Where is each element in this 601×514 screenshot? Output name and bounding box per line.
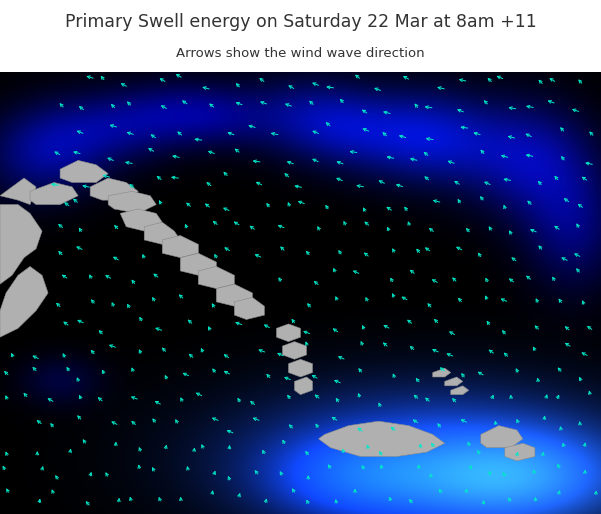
Polygon shape xyxy=(276,324,300,342)
Polygon shape xyxy=(108,191,156,213)
Polygon shape xyxy=(234,298,264,320)
Polygon shape xyxy=(481,426,523,448)
Polygon shape xyxy=(445,377,463,386)
Polygon shape xyxy=(288,359,313,377)
Polygon shape xyxy=(60,160,108,182)
Polygon shape xyxy=(282,342,307,359)
Polygon shape xyxy=(294,377,313,395)
Polygon shape xyxy=(433,368,451,377)
Polygon shape xyxy=(180,253,216,276)
Text: Arrows show the wind wave direction: Arrows show the wind wave direction xyxy=(176,47,425,61)
Polygon shape xyxy=(319,421,445,456)
Polygon shape xyxy=(0,205,42,284)
Polygon shape xyxy=(0,178,36,205)
Polygon shape xyxy=(162,235,198,258)
Polygon shape xyxy=(90,178,138,200)
Polygon shape xyxy=(144,222,180,244)
Polygon shape xyxy=(505,443,535,461)
Polygon shape xyxy=(216,284,252,306)
Polygon shape xyxy=(451,386,469,395)
Polygon shape xyxy=(0,266,48,337)
Polygon shape xyxy=(30,182,78,205)
Polygon shape xyxy=(198,266,234,288)
Text: Primary Swell energy on Saturday 22 Mar at 8am +11: Primary Swell energy on Saturday 22 Mar … xyxy=(65,12,536,31)
Polygon shape xyxy=(120,209,162,231)
